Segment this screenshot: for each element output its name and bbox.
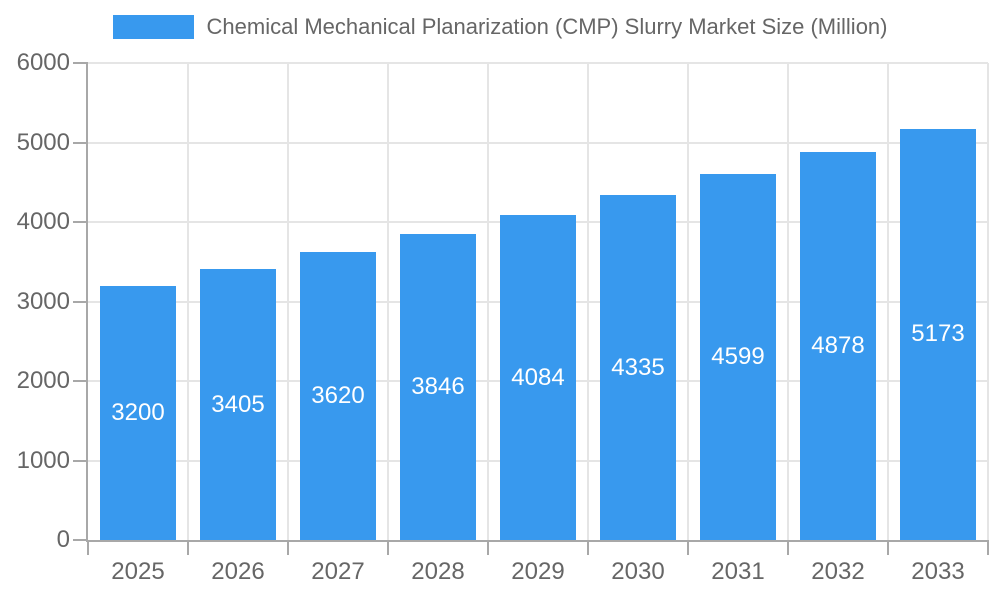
y-axis-tick (73, 141, 88, 144)
y-axis-tick (73, 459, 88, 462)
bar-value-label: 3846 (411, 373, 465, 401)
x-axis-tick (487, 540, 489, 555)
bar-value-label: 3405 (211, 390, 265, 418)
y-axis-tick (73, 221, 88, 223)
x-axis-tick (587, 540, 589, 555)
y-tick-label: 3000 (16, 287, 70, 315)
bar-value-label: 3620 (311, 382, 365, 410)
bar-2030[interactable] (600, 195, 676, 540)
x-axis-tick (887, 540, 889, 555)
x-axis-tick (787, 540, 789, 555)
gridline-vertical (787, 63, 789, 540)
bar-value-label: 3200 (111, 398, 165, 426)
bar-value-label: 4084 (511, 363, 565, 391)
chart-legend[interactable]: Chemical Mechanical Planarization (CMP) … (0, 14, 1000, 40)
x-axis-tick (287, 540, 289, 555)
y-tick-label: 4000 (16, 208, 70, 235)
gridline-horizontal (88, 141, 988, 144)
x-axis-tick (987, 540, 989, 555)
x-axis-tick (87, 540, 89, 555)
y-axis-tick (73, 62, 88, 64)
x-tick-label: 2025 (111, 558, 165, 585)
legend-swatch-icon[interactable] (112, 15, 194, 39)
x-axis-line (86, 540, 988, 542)
bar-2031[interactable] (700, 174, 776, 540)
bar-value-label: 4878 (811, 332, 865, 360)
x-tick-label: 2029 (511, 558, 565, 585)
gridline-vertical (587, 63, 589, 540)
gridline-vertical (387, 63, 389, 540)
gridline-vertical (487, 63, 489, 540)
y-axis-tick (73, 380, 88, 382)
gridline-vertical (887, 63, 889, 540)
x-tick-label: 2031 (711, 558, 765, 585)
gridline-horizontal (88, 62, 988, 64)
y-tick-label: 0 (56, 526, 70, 553)
x-axis-tick (687, 540, 689, 555)
y-tick-label: 1000 (16, 446, 70, 474)
bar-2033[interactable] (900, 128, 976, 540)
bar-value-label: 4599 (711, 343, 765, 371)
y-tick-label: 5000 (16, 128, 70, 156)
x-axis-tick (387, 540, 389, 555)
y-tick-label: 2000 (16, 367, 70, 394)
bar-2027[interactable] (300, 252, 376, 540)
gridline-vertical (987, 63, 989, 540)
legend-label: Chemical Mechanical Planarization (CMP) … (206, 14, 888, 39)
x-tick-label: 2032 (811, 558, 865, 585)
x-tick-label: 2028 (411, 558, 465, 585)
y-axis-tick (73, 539, 88, 541)
gridline-vertical (287, 63, 289, 540)
bar-2026[interactable] (200, 269, 276, 540)
x-tick-label: 2026 (211, 558, 265, 585)
bar-2028[interactable] (400, 234, 476, 540)
bar-value-label: 5173 (911, 320, 965, 348)
x-axis-tick (187, 540, 189, 555)
bar-2029[interactable] (500, 215, 576, 540)
x-tick-label: 2033 (911, 558, 965, 585)
y-axis-line (86, 63, 88, 540)
bar-2025[interactable] (100, 285, 176, 540)
y-tick-label: 6000 (16, 49, 70, 76)
gridline-vertical (687, 63, 689, 540)
y-axis-tick (73, 300, 88, 303)
gridline-vertical (187, 63, 189, 540)
x-tick-label: 2030 (611, 558, 665, 585)
x-tick-label: 2027 (311, 558, 365, 585)
bar-value-label: 4335 (611, 353, 665, 381)
bar-2032[interactable] (800, 152, 876, 540)
